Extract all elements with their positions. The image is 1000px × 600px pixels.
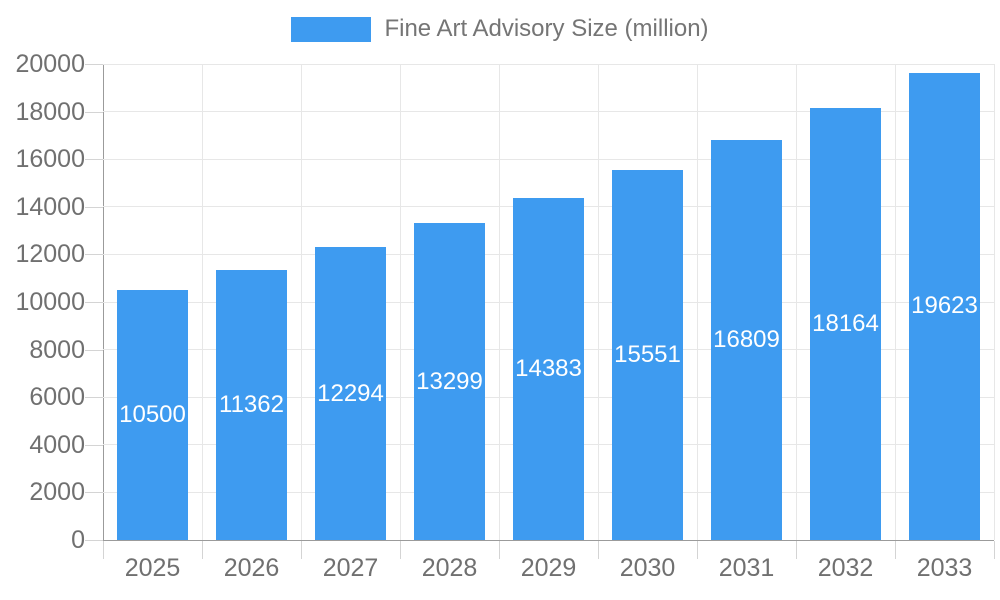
x-axis-tick [301, 541, 302, 559]
y-axis-tick [85, 159, 103, 161]
x-axis-tick [202, 541, 203, 559]
gridline-horizontal [103, 111, 994, 113]
y-axis-tick [85, 349, 103, 351]
gridline-horizontal [103, 158, 994, 160]
x-tick-label: 2030 [619, 554, 676, 582]
x-axis-tick [895, 541, 896, 559]
y-tick-label: 12000 [15, 240, 85, 269]
x-axis-tick [400, 541, 401, 559]
gridline-vertical [696, 64, 698, 540]
gridline-vertical [795, 64, 797, 540]
bar-value-label: 13299 [416, 367, 483, 395]
bar-2027[interactable]: 12294 [315, 247, 386, 540]
bar-2029[interactable]: 14383 [513, 197, 584, 540]
x-axis-tick [697, 541, 698, 559]
gridline-vertical [300, 64, 302, 540]
y-axis-tick [85, 444, 103, 446]
y-axis-tick [85, 397, 103, 399]
plot-area: 10500 11362 12294 13299 14383 15551 16809 18164… [103, 63, 995, 540]
gridline-vertical [597, 64, 599, 540]
bar-value-label: 15551 [614, 340, 681, 368]
y-tick-label: 8000 [29, 335, 85, 364]
y-tick-label: 10000 [15, 288, 85, 316]
bar-2031[interactable]: 16809 [711, 139, 782, 540]
bar-value-label: 18164 [812, 309, 879, 337]
x-tick-label: 2032 [817, 554, 874, 582]
y-tick-label: 20000 [15, 50, 85, 78]
y-tick-label: 0 [71, 526, 85, 554]
y-tick-label: 6000 [29, 383, 85, 412]
legend: Fine Art Advisory Size (million) [0, 15, 1000, 43]
bar-value-label: 12294 [317, 379, 384, 407]
legend-swatch-icon [291, 16, 372, 42]
gridline-horizontal [103, 63, 994, 65]
y-tick-label: 4000 [29, 430, 85, 459]
y-axis-line [103, 64, 104, 558]
bar-value-label: 16809 [713, 325, 780, 353]
bar-2025[interactable]: 10500 [117, 290, 188, 540]
gridline-vertical [201, 64, 203, 540]
bar-2028[interactable]: 13299 [414, 223, 485, 540]
legend-item[interactable]: Fine Art Advisory Size (million) [291, 15, 709, 43]
gridline-vertical [894, 64, 896, 540]
y-axis-tick [85, 492, 103, 494]
y-axis-tick [85, 64, 103, 65]
y-tick-label: 16000 [15, 145, 85, 174]
y-tick-label: 18000 [15, 97, 85, 126]
y-tick-label: 2000 [29, 478, 85, 507]
y-axis-tick [85, 540, 103, 541]
x-axis-tick [598, 541, 599, 559]
y-axis-tick [85, 111, 103, 113]
x-tick-label: 2025 [124, 554, 181, 582]
x-axis-line [85, 540, 994, 541]
y-tick-label: 14000 [15, 192, 85, 221]
bar-2026[interactable]: 11362 [216, 269, 287, 540]
x-axis-tick [499, 541, 500, 559]
x-axis-tick [994, 541, 995, 559]
x-tick-label: 2029 [520, 554, 577, 582]
bar-value-label: 11362 [219, 390, 284, 418]
x-tick-label: 2031 [718, 554, 775, 582]
bar-value-label: 10500 [119, 401, 186, 429]
bar-value-label: 19623 [911, 292, 978, 320]
x-tick-label: 2027 [322, 554, 379, 582]
bar-2033[interactable]: 19623 [909, 72, 980, 540]
bar-value-label: 14383 [515, 354, 582, 382]
y-axis-tick [85, 206, 103, 208]
y-axis-tick [85, 254, 103, 256]
gridline-vertical [993, 64, 995, 540]
y-axis-tick [85, 302, 103, 303]
bar-2030[interactable]: 15551 [612, 169, 683, 540]
legend-label: Fine Art Advisory Size (million) [384, 15, 709, 42]
x-axis-tick [103, 541, 104, 559]
gridline-vertical [498, 64, 500, 540]
x-tick-label: 2033 [916, 554, 973, 582]
x-tick-label: 2028 [421, 554, 478, 582]
x-axis-tick [796, 541, 797, 559]
x-tick-label: 2026 [223, 554, 280, 582]
bar-2032[interactable]: 18164 [810, 107, 881, 540]
gridline-vertical [399, 64, 401, 540]
